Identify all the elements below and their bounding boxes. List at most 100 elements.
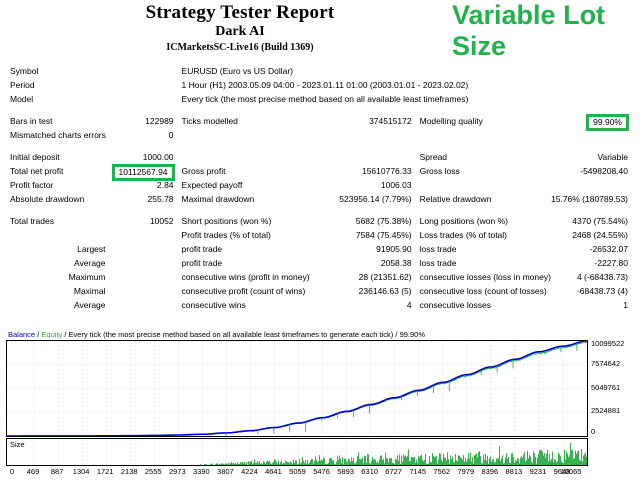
largest-loss-trade-value: -26532.07 [589, 244, 628, 254]
lot-size-bar [242, 461, 243, 465]
lot-size-bar [503, 463, 504, 465]
lot-size-bar [544, 452, 545, 465]
lot-size-bar [354, 463, 355, 465]
lot-size-bar [382, 459, 383, 465]
lot-size-bar [371, 461, 372, 465]
lot-size-bar [244, 461, 245, 465]
spacer-row [0, 208, 640, 216]
lot-size-bar [511, 453, 512, 465]
x-axis-tick-label: 8396 [481, 467, 499, 476]
lot-size-bar [216, 463, 217, 465]
lot-size-bar [465, 457, 466, 465]
x-axis-tick-label: 0 [9, 467, 15, 476]
lot-size-bar [506, 453, 507, 465]
lot-size-bar [464, 462, 465, 465]
lot-size-bar [245, 463, 246, 465]
lot-size-bar [491, 462, 492, 465]
lot-size-bar [550, 460, 551, 465]
lot-size-bar [529, 455, 530, 465]
lot-size-bar [475, 454, 476, 465]
lot-size-bar [301, 462, 302, 465]
x-axis-tick-label: 9648 [553, 467, 571, 476]
lot-size-bar [548, 461, 549, 465]
gross-loss-value: -5498208.40 [580, 166, 628, 176]
legend-model-description: Every tick (the most precise method base… [68, 330, 394, 339]
lot-size-bar [287, 462, 288, 465]
table-row: Total net profit 10112567.94 Gross profi… [0, 164, 640, 181]
legend-separator-3: / [395, 330, 398, 339]
lot-size-bar [446, 460, 447, 465]
lot-size-bar [338, 459, 339, 465]
average2-label: Average [74, 300, 106, 310]
lot-size-bar [313, 463, 314, 465]
lot-size-bar [499, 446, 500, 465]
lot-size-bar [433, 455, 434, 465]
maximal-consecutive-loss-label: consecutive loss (count of losses) [419, 286, 547, 296]
lot-size-bar [442, 461, 443, 465]
table-row: Bars in test 122989 Ticks modelled 37451… [0, 114, 640, 131]
lot-size-bar [217, 463, 218, 465]
gross-loss-label: Gross loss [419, 166, 460, 176]
profit-factor-label: Profit factor [10, 180, 54, 190]
lot-size-bar [300, 463, 301, 465]
lot-size-bar [528, 458, 529, 465]
lot-size-bar [323, 457, 324, 465]
lot-size-bar [420, 455, 421, 465]
avg-consecutive-losses-label: consecutive losses [419, 300, 491, 310]
lot-size-bar [552, 451, 553, 465]
broker-server-build: ICMarketsSC-Live16 (Build 1369) [166, 42, 314, 53]
lot-size-bar [219, 463, 220, 465]
lot-size-bar [394, 464, 395, 465]
y-axis-tick-label: 2524881 [591, 406, 621, 416]
lot-size-bar [454, 462, 455, 465]
lot-size-bar [416, 459, 417, 465]
lot-size-bar [482, 463, 483, 465]
model-label: Model [10, 94, 34, 104]
lot-size-bar [408, 449, 409, 465]
lot-size-bar [265, 463, 266, 465]
x-axis-tick-label: 2138 [120, 467, 138, 476]
lot-size-bar [567, 453, 568, 465]
x-axis-tick-label: 7145 [409, 467, 427, 476]
lot-size-bar [579, 459, 580, 465]
table-row: Model Every tick (the most precise metho… [0, 94, 640, 108]
lot-size-bar [432, 453, 433, 465]
size-plot: Size [6, 438, 588, 466]
lot-size-bar [556, 462, 557, 465]
x-axis-tick-label: 7979 [457, 467, 475, 476]
lot-size-bar [411, 456, 412, 465]
lot-size-bar [220, 464, 221, 465]
lot-size-bar [455, 454, 456, 465]
lot-size-bar [352, 461, 353, 465]
lot-size-bar [439, 453, 440, 465]
lot-size-bar [257, 461, 258, 465]
lot-size-bar [381, 455, 382, 465]
lot-size-bar [252, 463, 253, 465]
table-row: Maximal consecutive profit (count of win… [0, 286, 640, 300]
lot-size-bar [356, 461, 357, 465]
lot-size-bar [236, 463, 237, 465]
legend-separator-1: / [37, 330, 40, 339]
lot-size-bar [269, 460, 270, 465]
lot-size-bar [357, 456, 358, 465]
lot-size-bar [488, 463, 489, 465]
maximum-label: Maximum [68, 272, 106, 282]
lot-size-bar [434, 457, 435, 465]
lot-size-bar [234, 464, 235, 465]
lot-size-bar [399, 454, 400, 465]
lot-size-bar [573, 459, 574, 465]
size-svg [33, 439, 587, 465]
lot-size-bar [409, 461, 410, 465]
lot-size-bar [359, 458, 360, 465]
lot-size-bar [523, 454, 524, 465]
lot-size-bar [267, 460, 268, 465]
lot-size-bar [497, 458, 498, 465]
maximal-label: Maximal [73, 286, 106, 296]
lot-size-bar [443, 453, 444, 465]
chart-legend: Balance / Equity / Every tick (the most … [6, 329, 425, 340]
lot-size-bar [547, 449, 548, 465]
lot-size-bar [450, 455, 451, 465]
absolute-drawdown-value: 255.78 [147, 194, 174, 204]
symbol-value: EURUSD (Euro vs US Dollar) [181, 66, 293, 76]
maximal-drawdown-value: 523956.14 (7.79%) [339, 194, 412, 204]
